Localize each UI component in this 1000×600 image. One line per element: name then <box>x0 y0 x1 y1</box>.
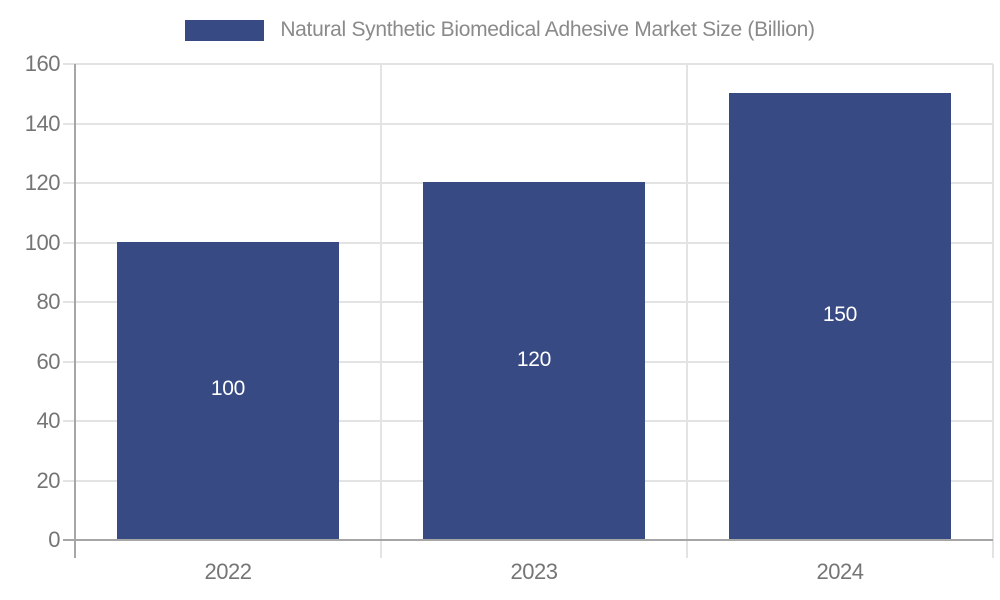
y-tick-label-80: 80 <box>36 289 61 314</box>
bar-value-label-2024: 150 <box>822 302 858 326</box>
y-tick-label-160: 160 <box>24 51 61 76</box>
gridline-v-1 <box>380 64 382 558</box>
gridline-160 <box>63 63 993 65</box>
legend-item[interactable]: Natural Synthetic Biomedical Adhesive Ma… <box>0 17 1000 43</box>
gridline-140 <box>63 122 993 125</box>
y-tick-label-60: 60 <box>36 348 61 374</box>
bar-2023: 120 <box>423 182 645 539</box>
bar-value-label-2023: 120 <box>516 347 552 371</box>
plot-area: 100 120 150 <box>63 63 994 558</box>
y-axis-line <box>74 64 76 558</box>
legend-label: Natural Synthetic Biomedical Adhesive Ma… <box>280 18 815 41</box>
x-tick-label-2024: 2024 <box>816 559 864 584</box>
y-tick-label-0: 0 <box>48 527 60 552</box>
x-tick-label-2022: 2022 <box>204 559 252 584</box>
gridline-v-2 <box>686 64 688 558</box>
x-tick-label-2023: 2023 <box>510 559 558 584</box>
y-tick-label-20: 20 <box>36 467 61 493</box>
y-tick-label-100: 100 <box>24 229 61 255</box>
y-tick-label-140: 140 <box>24 110 61 136</box>
bar-2024: 150 <box>729 92 951 539</box>
legend-swatch <box>185 19 265 41</box>
gridline-v-3 <box>992 64 994 558</box>
y-tick-label-120: 120 <box>24 170 61 195</box>
y-tick-label-40: 40 <box>36 408 61 433</box>
bar-value-label-2022: 100 <box>210 377 246 401</box>
x-axis-line <box>63 539 993 541</box>
bar-2022: 100 <box>117 241 339 539</box>
